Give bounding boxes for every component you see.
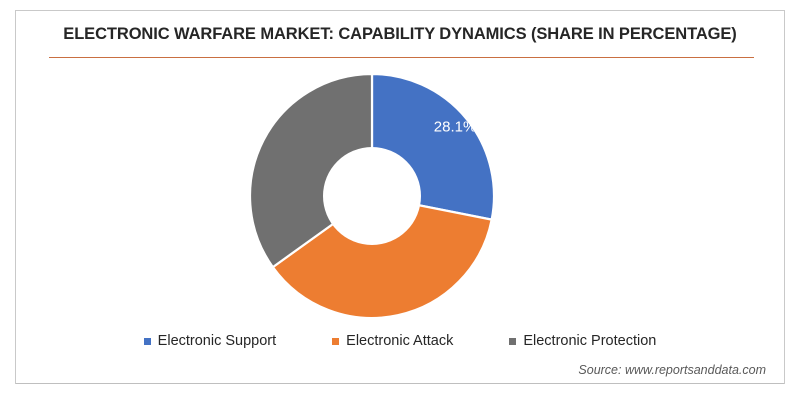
donut-slice[interactable]	[248, 72, 374, 269]
chart-card: ELECTRONIC WARFARE MARKET: CAPABILITY DY…	[15, 10, 785, 384]
legend-item-label: Electronic Attack	[346, 333, 454, 349]
donut-chart: 28.1%	[248, 72, 496, 320]
donut-center-hole	[323, 147, 421, 245]
page-title: ELECTRONIC WARFARE MARKET: CAPABILITY DY…	[63, 25, 737, 43]
donut-slice-label: 28.1%	[434, 119, 477, 136]
legend-item-label: Electronic Support	[157, 333, 277, 349]
legend-item-electronic-attack[interactable]: Electronic Attack	[332, 333, 453, 349]
source-attribution: Source: www.reportsanddata.com	[578, 363, 766, 377]
footer-divider	[16, 383, 784, 384]
square-marker-icon	[509, 337, 517, 345]
square-marker-icon	[143, 337, 151, 345]
legend-item-electronic-protection[interactable]: Electronic Protection	[509, 333, 656, 349]
legend-item-electronic-support[interactable]: Electronic Support	[143, 333, 277, 349]
square-marker-icon	[332, 337, 340, 345]
title-divider	[49, 57, 754, 58]
donut-slice[interactable]	[271, 194, 493, 320]
donut-chart-svg: 28.1%	[248, 72, 496, 320]
legend-item-label: Electronic Protection	[523, 333, 657, 349]
chart-legend: Electronic Support Electronic Attack Ele…	[16, 333, 784, 349]
donut-label-group: 28.1%	[434, 119, 477, 136]
